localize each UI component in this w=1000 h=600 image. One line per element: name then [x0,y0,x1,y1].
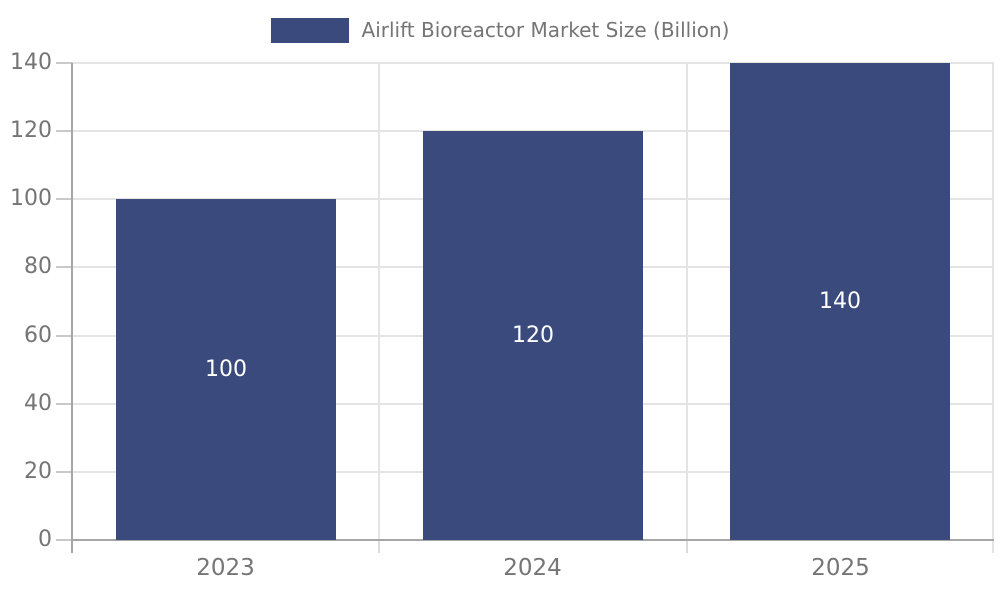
y-tick-label: 60 [24,323,52,348]
y-axis-tick [56,335,72,337]
legend-label: Airlift Bioreactor Market Size (Billion) [361,18,730,42]
y-tick-label: 80 [24,254,52,279]
y-axis-tick [56,62,72,64]
y-axis-tick [56,539,72,541]
x-axis-tick [378,540,380,553]
x-tick-label: 2024 [503,555,562,581]
y-axis-tick [56,266,72,268]
x-tick-label: 2025 [811,555,870,581]
y-axis-tick [56,471,72,473]
bar-value-label: 140 [819,289,861,314]
y-tick-label: 100 [10,186,52,211]
y-tick-label: 120 [10,118,52,143]
y-axis-tick [56,198,72,200]
bar-value-label: 100 [205,357,247,382]
y-axis-tick [56,403,72,405]
legend-swatch [270,18,349,43]
y-tick-label: 20 [24,459,52,484]
x-axis-line [71,539,994,541]
bar[interactable] [116,199,336,540]
bar[interactable] [730,63,950,540]
gridline-horizontal [72,62,994,64]
plot-border-right [992,63,994,553]
gridline-vertical [378,63,380,540]
bar-value-label: 120 [512,323,554,348]
x-tick-label: 2023 [196,555,255,581]
y-tick-label: 40 [24,391,52,416]
y-axis-line [71,63,73,553]
legend-item[interactable]: Airlift Bioreactor Market Size (Billion) [0,18,1000,43]
bar[interactable] [423,131,643,540]
gridline-vertical [686,63,688,540]
y-axis-tick [56,130,72,132]
y-tick-label: 0 [38,527,52,552]
y-tick-label: 140 [10,50,52,75]
x-axis-tick [686,540,688,553]
